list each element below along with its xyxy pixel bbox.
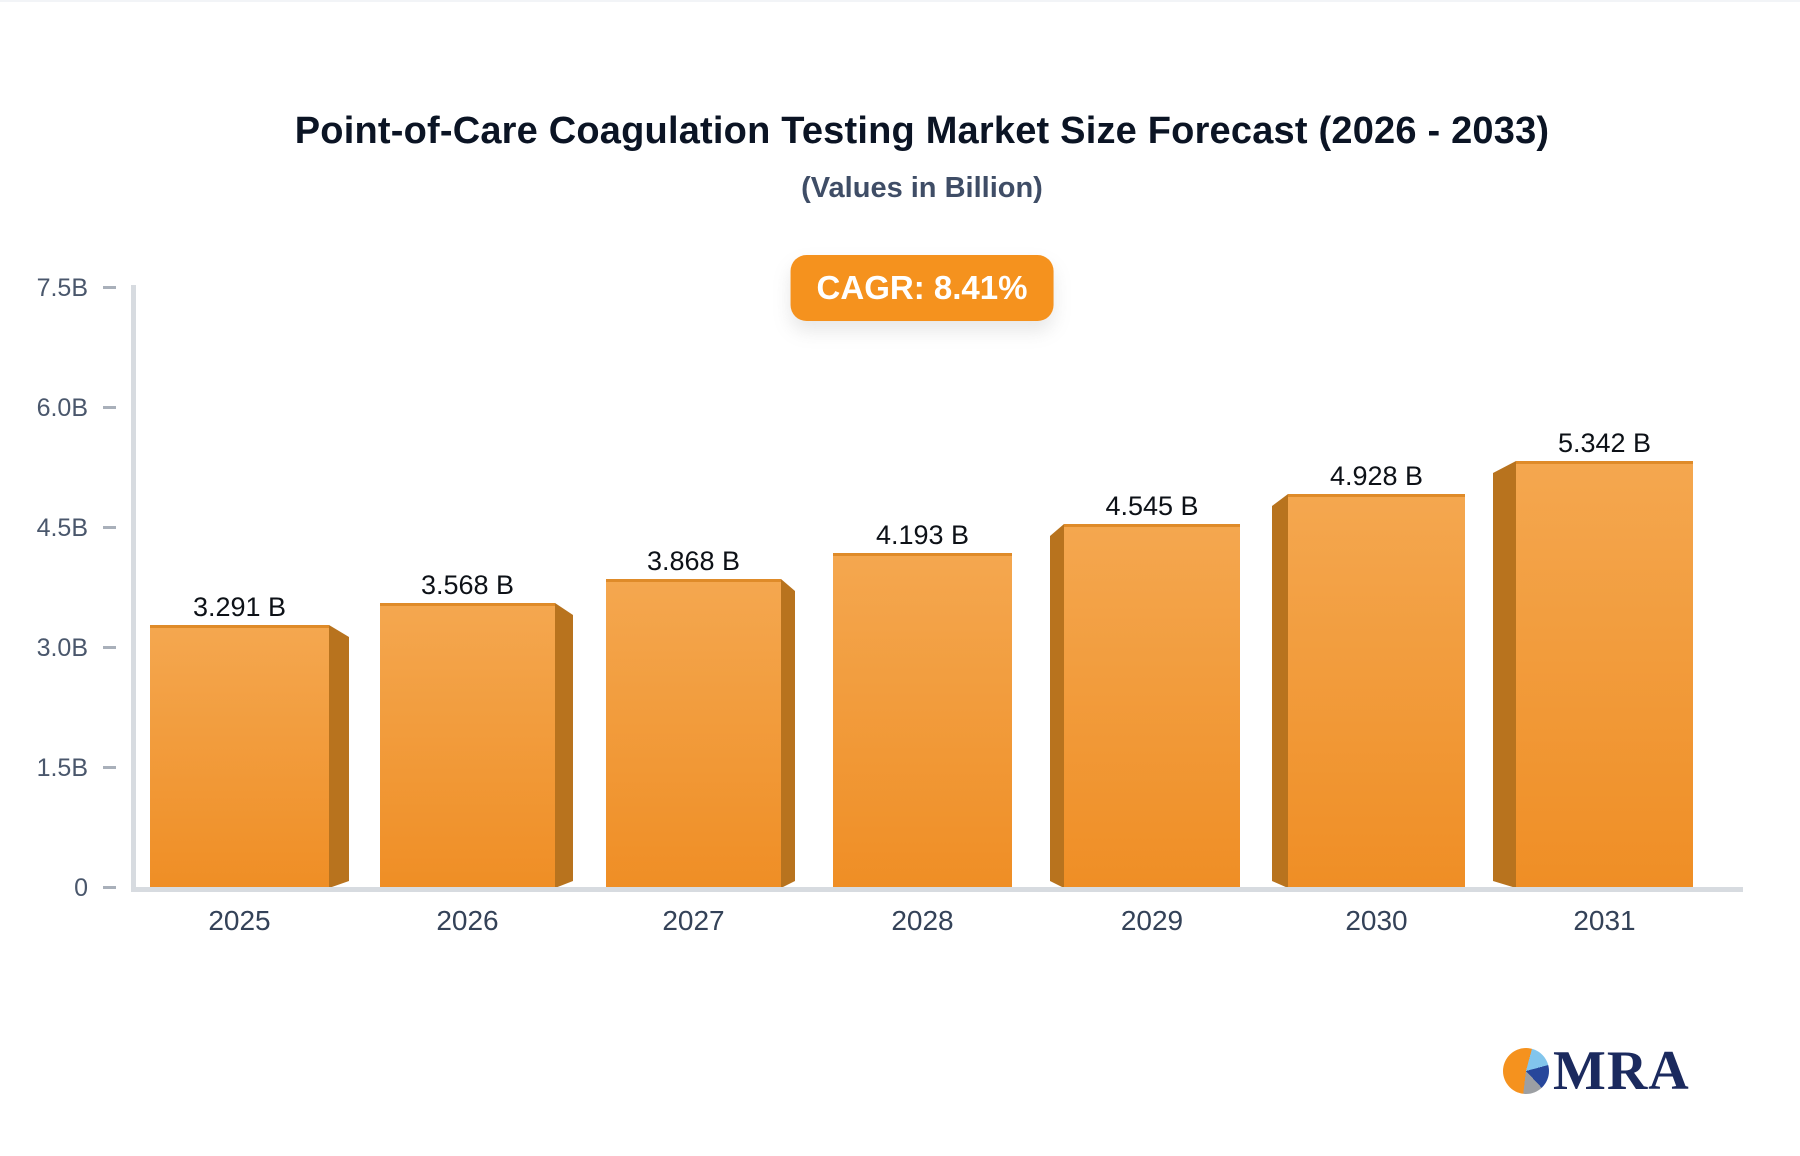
y-tick-label: 1.5B <box>36 754 88 782</box>
x-tick-label: 2026 <box>436 905 499 936</box>
bar-2026 <box>380 603 555 888</box>
bar-value-label: 3.868 B <box>646 546 741 576</box>
bar-value-label: 3.291 B <box>192 592 287 622</box>
y-tick-label: 3.0B <box>36 634 88 662</box>
y-tick-dash <box>103 766 116 769</box>
y-axis-line <box>131 285 136 890</box>
bar-value-label: 3.568 B <box>420 570 515 600</box>
x-tick-label: 2028 <box>891 905 954 936</box>
y-tick-dash <box>103 406 116 409</box>
pie-chart-logo-icon <box>1503 1048 1549 1094</box>
y-tick-label: 7.5B <box>36 274 88 302</box>
y-tick-dash <box>103 646 116 649</box>
bar-2026-side <box>555 603 573 888</box>
x-tick-label: 2031 <box>1573 905 1636 936</box>
bar-2028 <box>833 553 1012 888</box>
bar-value-label: 5.342 B <box>1557 428 1652 458</box>
bar-2031-side <box>1493 461 1516 888</box>
bar-2030 <box>1288 494 1465 888</box>
bar-2027-side <box>781 579 795 888</box>
brand-logo: MRA <box>1503 1042 1690 1100</box>
bar-2025 <box>150 625 329 888</box>
bar-value-label: 4.545 B <box>1105 491 1199 521</box>
bar-2029 <box>1064 524 1240 888</box>
cagr-badge: CAGR: 8.41% <box>790 255 1054 321</box>
bar-2030-side <box>1272 494 1288 888</box>
y-tick-dash <box>103 526 116 529</box>
logo-text: MRA <box>1553 1040 1690 1102</box>
bar-2027 <box>606 579 781 888</box>
x-axis-line <box>131 887 1743 892</box>
chart-title: Point-of-Care Coagulation Testing Market… <box>294 110 1550 152</box>
y-tick-dash <box>103 886 116 889</box>
x-tick-label: 2029 <box>1120 905 1184 936</box>
bar-value-label: 4.928 B <box>1329 461 1424 491</box>
chart-subtitle: (Values in Billion) <box>801 172 1043 204</box>
bar-value-label: 4.193 B <box>875 520 970 550</box>
x-tick-label: 2027 <box>662 905 725 936</box>
y-tick-label: 4.5B <box>36 514 88 542</box>
x-tick-label: 2030 <box>1345 905 1408 936</box>
x-tick-label: 2025 <box>208 905 271 936</box>
bar-2025-side <box>329 625 349 888</box>
y-tick-dash <box>103 286 116 289</box>
bar-2029-side <box>1050 524 1064 888</box>
y-tick-label: 6.0B <box>36 394 88 422</box>
bar-2031 <box>1516 461 1693 888</box>
y-tick-label: 0 <box>74 874 88 902</box>
